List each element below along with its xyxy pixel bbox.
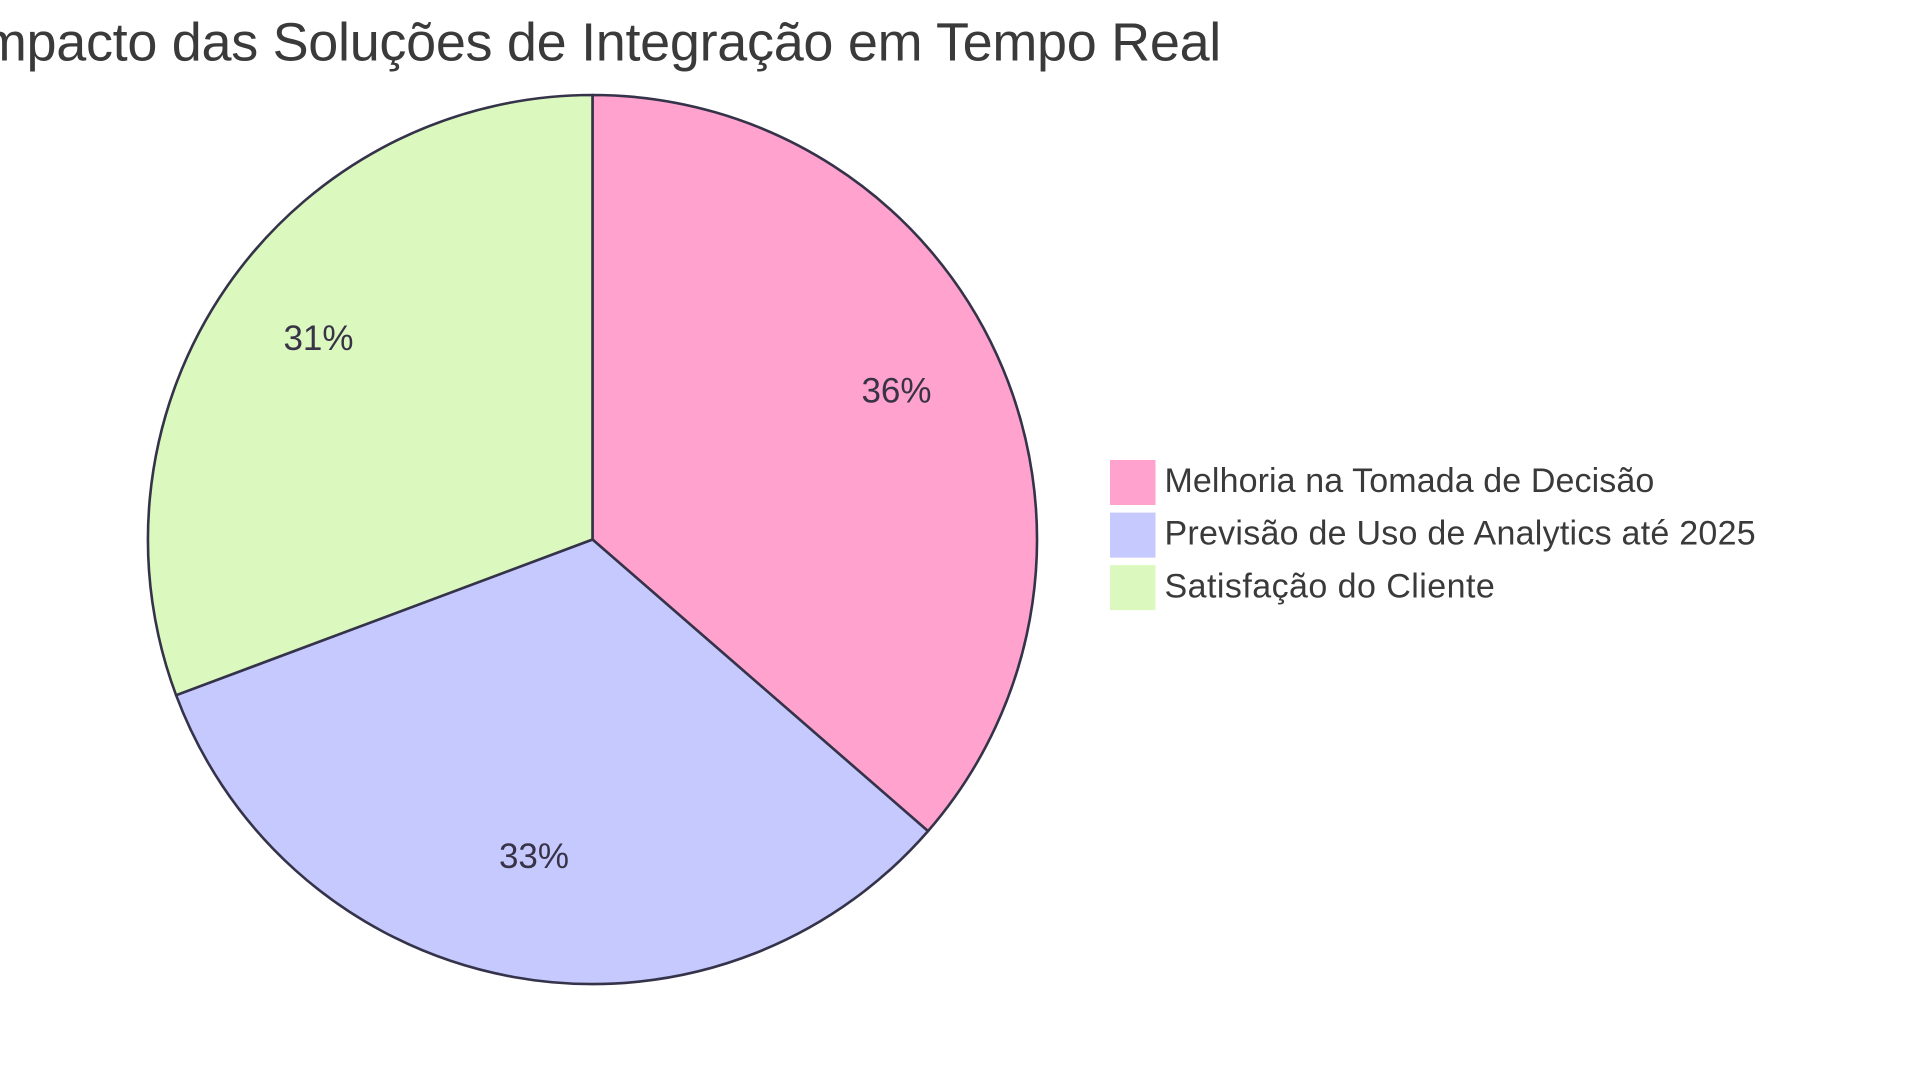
svg-text:Impacto das Soluções de Integr: Impacto das Soluções de Integração em Te… bbox=[0, 13, 1221, 73]
svg-text:33%: 33% bbox=[499, 837, 569, 876]
svg-text:36%: 36% bbox=[861, 372, 931, 411]
svg-text:Melhoria na Tomada de Decisão: Melhoria na Tomada de Decisão bbox=[1165, 462, 1655, 500]
svg-text:Satisfação do Cliente: Satisfação do Cliente bbox=[1165, 567, 1496, 605]
svg-text:31%: 31% bbox=[283, 319, 353, 358]
svg-text:Previsão de Uso de Analytics a: Previsão de Uso de Analytics até 2025 bbox=[1165, 515, 1756, 553]
